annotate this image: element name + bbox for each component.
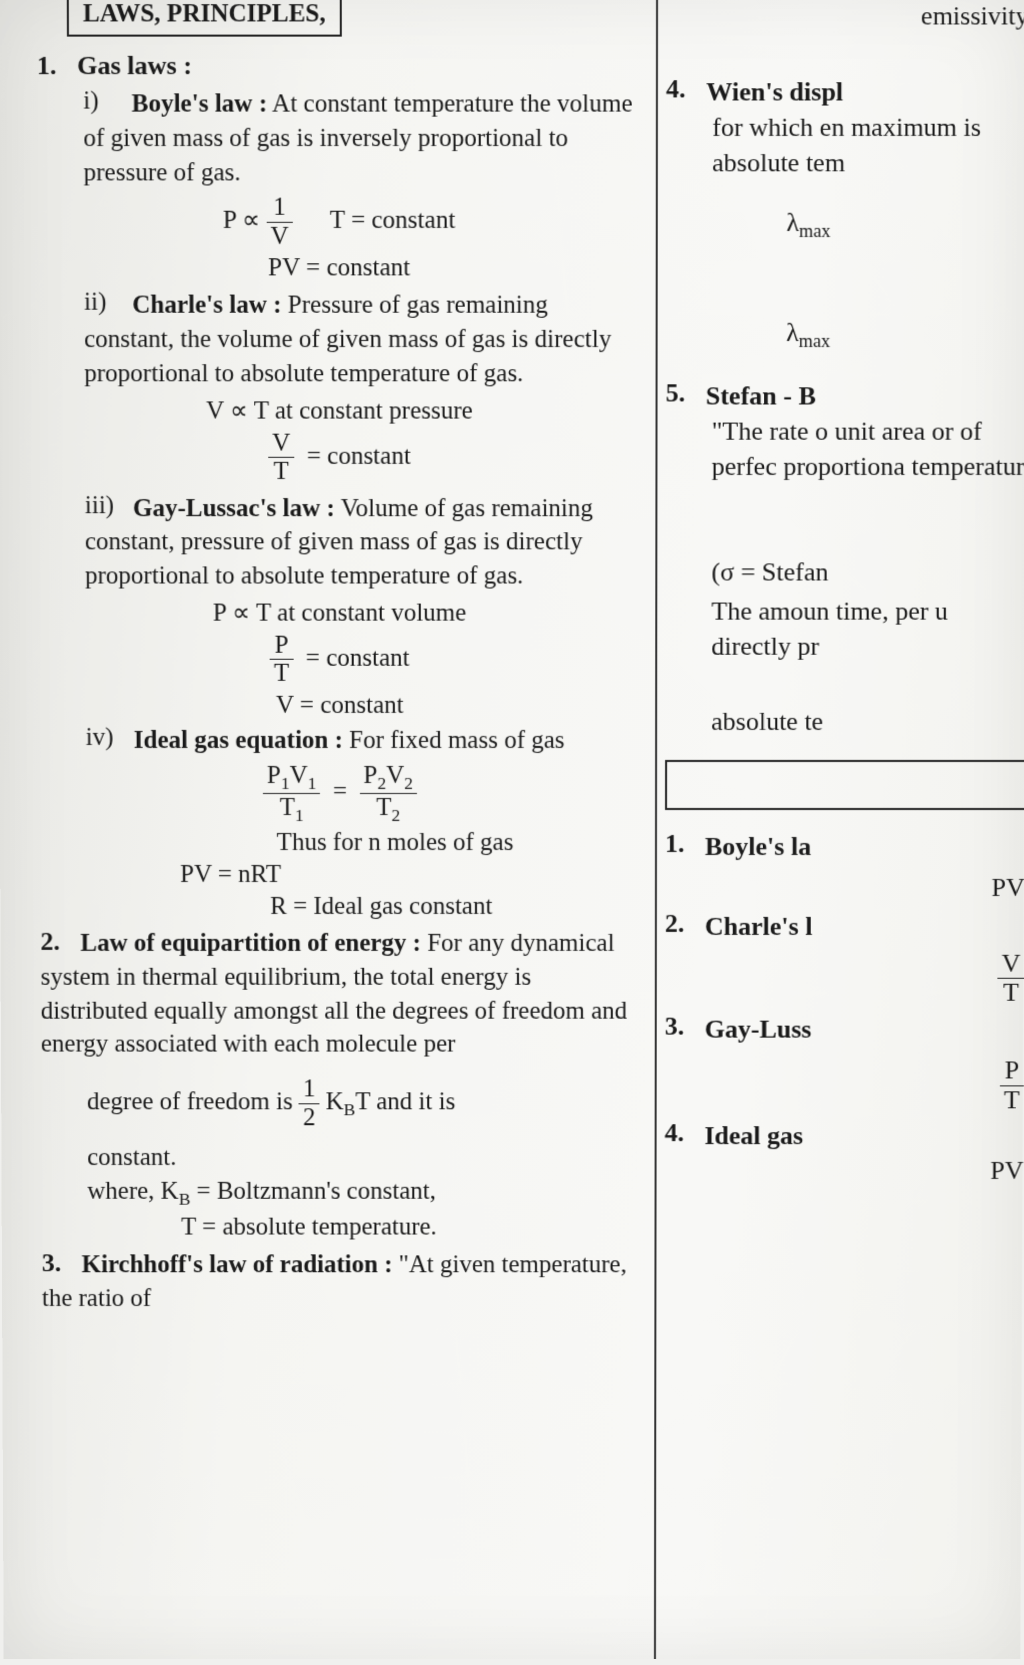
equi-body-3: constant. (87, 1141, 640, 1175)
roman-i: i) (83, 87, 127, 115)
frac-num: P (1000, 1057, 1024, 1086)
sigma-text: (σ = Stefan (711, 555, 1024, 590)
frac-num: 1 (299, 1075, 320, 1103)
frac-num: 1 (266, 194, 292, 223)
equi-where-1: where, KB = Boltzmann's constant, (87, 1175, 639, 1211)
wien-head: Wien's displ (706, 77, 843, 106)
roman-iii: iii) (85, 492, 129, 520)
summary-1-eq: PV (665, 870, 1024, 905)
ideal-eq-2: PV = nRT (40, 861, 640, 889)
gay-eq-1: P ∝ T at constant volume (39, 597, 640, 627)
summary-4-num: 4. (665, 1119, 701, 1149)
abs-text: absolute te (711, 704, 1024, 739)
frac-den: V (266, 223, 292, 251)
section-header: LAWS, PRINCIPLES, (67, 0, 342, 37)
summary-3-eq: PT (665, 1057, 1024, 1115)
stefan-head: Stefan - B (706, 381, 816, 410)
frac-num: P1V1 (263, 761, 321, 793)
eq-rhs: = constant (307, 442, 411, 469)
summary-2-eq: VT (665, 950, 1024, 1008)
ideal-body: For fixed mass of gas (349, 727, 564, 754)
frac-den: T (270, 660, 293, 688)
charle-head: Charle's law : (132, 292, 281, 319)
frac-den: 2 (299, 1104, 319, 1131)
ideal-eq-1: P1V1 T1 = P2V2 T2 (40, 761, 640, 825)
eq-rhs: = constant (306, 644, 410, 671)
frac-num: V (268, 429, 294, 458)
right-item-4: 4. (666, 74, 702, 104)
right-box (665, 759, 1024, 809)
ideal-eq-3: R = Ideal gas constant (40, 893, 640, 921)
ideal-eq-pre: Thus for n moles of gas (40, 829, 640, 857)
summary-2-num: 2. (665, 909, 701, 939)
gay-eq-2: PT = constant (39, 631, 640, 687)
column-divider (654, 0, 658, 1659)
summary-1-head: Boyle's la (705, 832, 811, 861)
equi-head: Law of equipartition of energy : (80, 930, 421, 957)
summary-1-num: 1. (665, 829, 701, 859)
right-column: emissivity 4. Wien's displ for which en … (665, 0, 1024, 1188)
kirch-head: Kirchhoff's law of radiation : (82, 1252, 393, 1279)
emissivity-text: emissivity (666, 0, 1024, 34)
amoun-text: The amoun time, per u directly pr (711, 594, 1024, 664)
roman-iv: iv) (86, 724, 130, 752)
frac-num: V (998, 950, 1024, 980)
ideal-head: Ideal gas equation : (134, 727, 343, 754)
frac-den: T (997, 979, 1024, 1008)
item-number-2: 2. (40, 927, 76, 957)
gas-laws-heading: Gas laws : (77, 51, 192, 80)
frac-den: T1 (263, 794, 321, 825)
item-number-1: 1. (37, 51, 73, 81)
frac-den: T2 (359, 794, 417, 825)
equi-body-2: degree of freedom is 12 KBT and it is (87, 1075, 640, 1131)
eq-text: P ∝ (223, 207, 260, 234)
equi-where-2: T = absolute temperature. (181, 1211, 639, 1245)
lambda-max-2: λmax (786, 315, 1024, 354)
frac-den: T (268, 458, 294, 486)
gay-head: Gay-Lussac's law : (133, 495, 335, 522)
stefan-body: "The rate o unit area or of perfec propo… (712, 414, 1024, 485)
frac-num: P2V2 (359, 761, 417, 793)
boyle-head: Boyle's law : (132, 90, 268, 117)
frac-den: T (1000, 1086, 1024, 1114)
summary-2-head: Charle's l (705, 912, 813, 941)
summary-3-num: 3. (665, 1012, 701, 1042)
charle-eq-2: VT = constant (38, 429, 640, 485)
gay-eq-3: V = constant (39, 692, 640, 720)
wien-body: for which en maximum is absolute tem (712, 110, 1024, 181)
summary-4-eq: PV (665, 1153, 1024, 1188)
frac-num: P (270, 631, 293, 660)
boyle-eq-1: P ∝ 1V T = constant (37, 194, 640, 251)
boyle-eq-2: PV = constant (38, 254, 641, 282)
summary-4-head: Ideal gas (704, 1122, 803, 1151)
lambda-max-1: λmax (786, 205, 1024, 244)
left-column: LAWS, PRINCIPLES, 1. Gas laws : i) Boyle… (37, 0, 641, 1316)
roman-ii: ii) (84, 289, 128, 317)
item-number-3: 3. (42, 1249, 78, 1279)
charle-eq-1: V ∝ T at constant pressure (38, 395, 640, 425)
summary-3-head: Gay-Luss (705, 1015, 812, 1044)
eq-sign: = (333, 778, 347, 805)
eq-cond: T = constant (330, 207, 455, 234)
right-item-5: 5. (666, 378, 702, 408)
